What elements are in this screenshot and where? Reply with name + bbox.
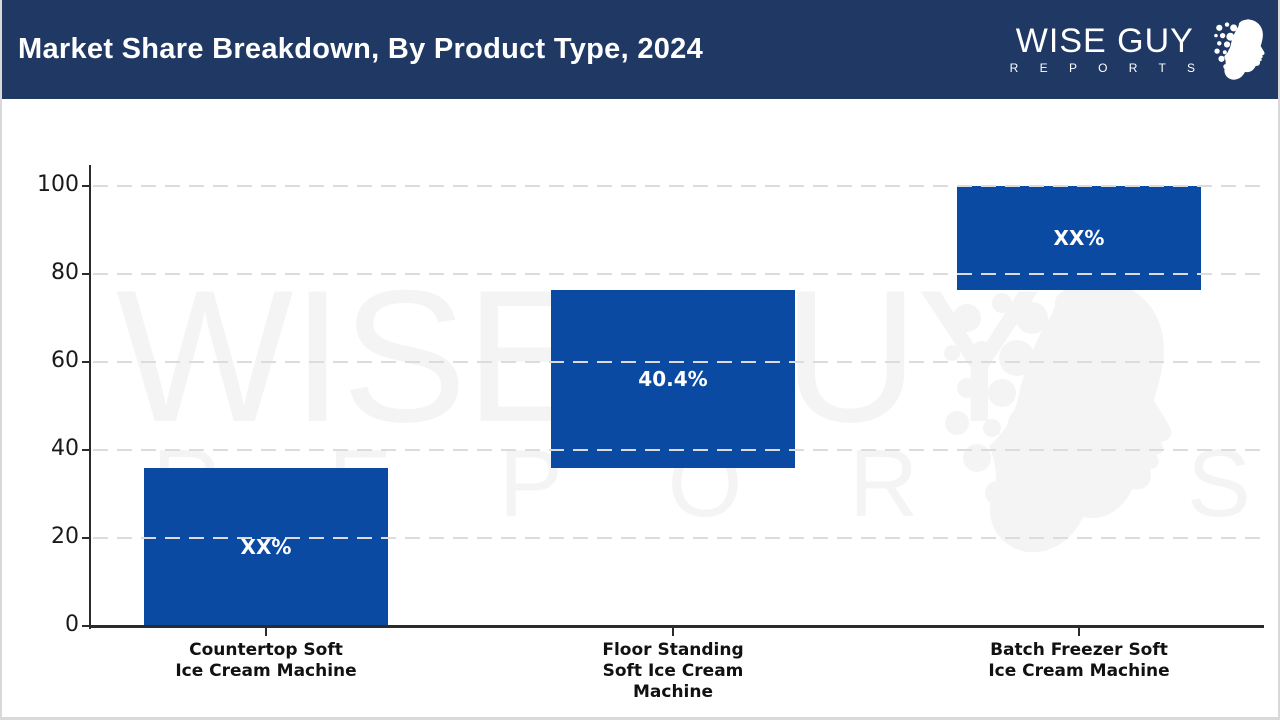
y-tick-label-0: 0 (65, 612, 79, 637)
bar-1: XX% (144, 468, 388, 626)
y-tick-20 (82, 537, 90, 539)
y-tick-label-80: 80 (51, 260, 79, 285)
y-tick-100 (82, 185, 90, 187)
y-tick-label-40: 40 (51, 436, 79, 461)
page-title: Market Share Breakdown, By Product Type,… (18, 33, 704, 65)
logo-wordmark: WISE GUY (1015, 22, 1194, 60)
gridline-20 (93, 537, 1264, 539)
brand-logo: WISE GUY R E P O R T S (1006, 9, 1268, 91)
gridline-100 (93, 185, 1264, 187)
gridline-60 (93, 361, 1264, 363)
y-tick-label-20: 20 (51, 524, 79, 549)
x-axis-line (89, 625, 1264, 628)
brand-logo-text: WISE GUY R E P O R T S (1006, 24, 1204, 75)
bar-value-label-3: XX% (1053, 226, 1105, 251)
y-tick-40 (82, 449, 90, 451)
y-tick-0 (82, 625, 90, 627)
logo-subtext: R E P O R T S (1009, 61, 1204, 75)
bar-value-label-2: 40.4% (638, 367, 708, 392)
x-tick-3 (1078, 628, 1080, 636)
y-tick-label-60: 60 (51, 348, 79, 373)
x-category-label-2: Floor Standing Soft Ice Cream Machine (602, 640, 744, 702)
y-tick-60 (82, 361, 90, 363)
bar-value-label-1: XX% (240, 535, 292, 559)
y-tick-80 (82, 273, 90, 275)
bar-3: XX% (957, 186, 1201, 291)
bar-2: 40.4% (551, 290, 795, 469)
header-banner: Market Share Breakdown, By Product Type,… (2, 0, 1278, 99)
x-category-label-3: Batch Freezer Soft Ice Cream Machine (988, 640, 1170, 681)
x-category-label-1: Countertop Soft Ice Cream Machine (175, 640, 357, 681)
gridline-80 (93, 273, 1264, 275)
x-tick-2 (672, 628, 674, 636)
x-tick-1 (265, 628, 267, 636)
y-axis-line (89, 165, 91, 629)
y-tick-label-100: 100 (37, 172, 79, 197)
gridline-40 (93, 449, 1264, 451)
